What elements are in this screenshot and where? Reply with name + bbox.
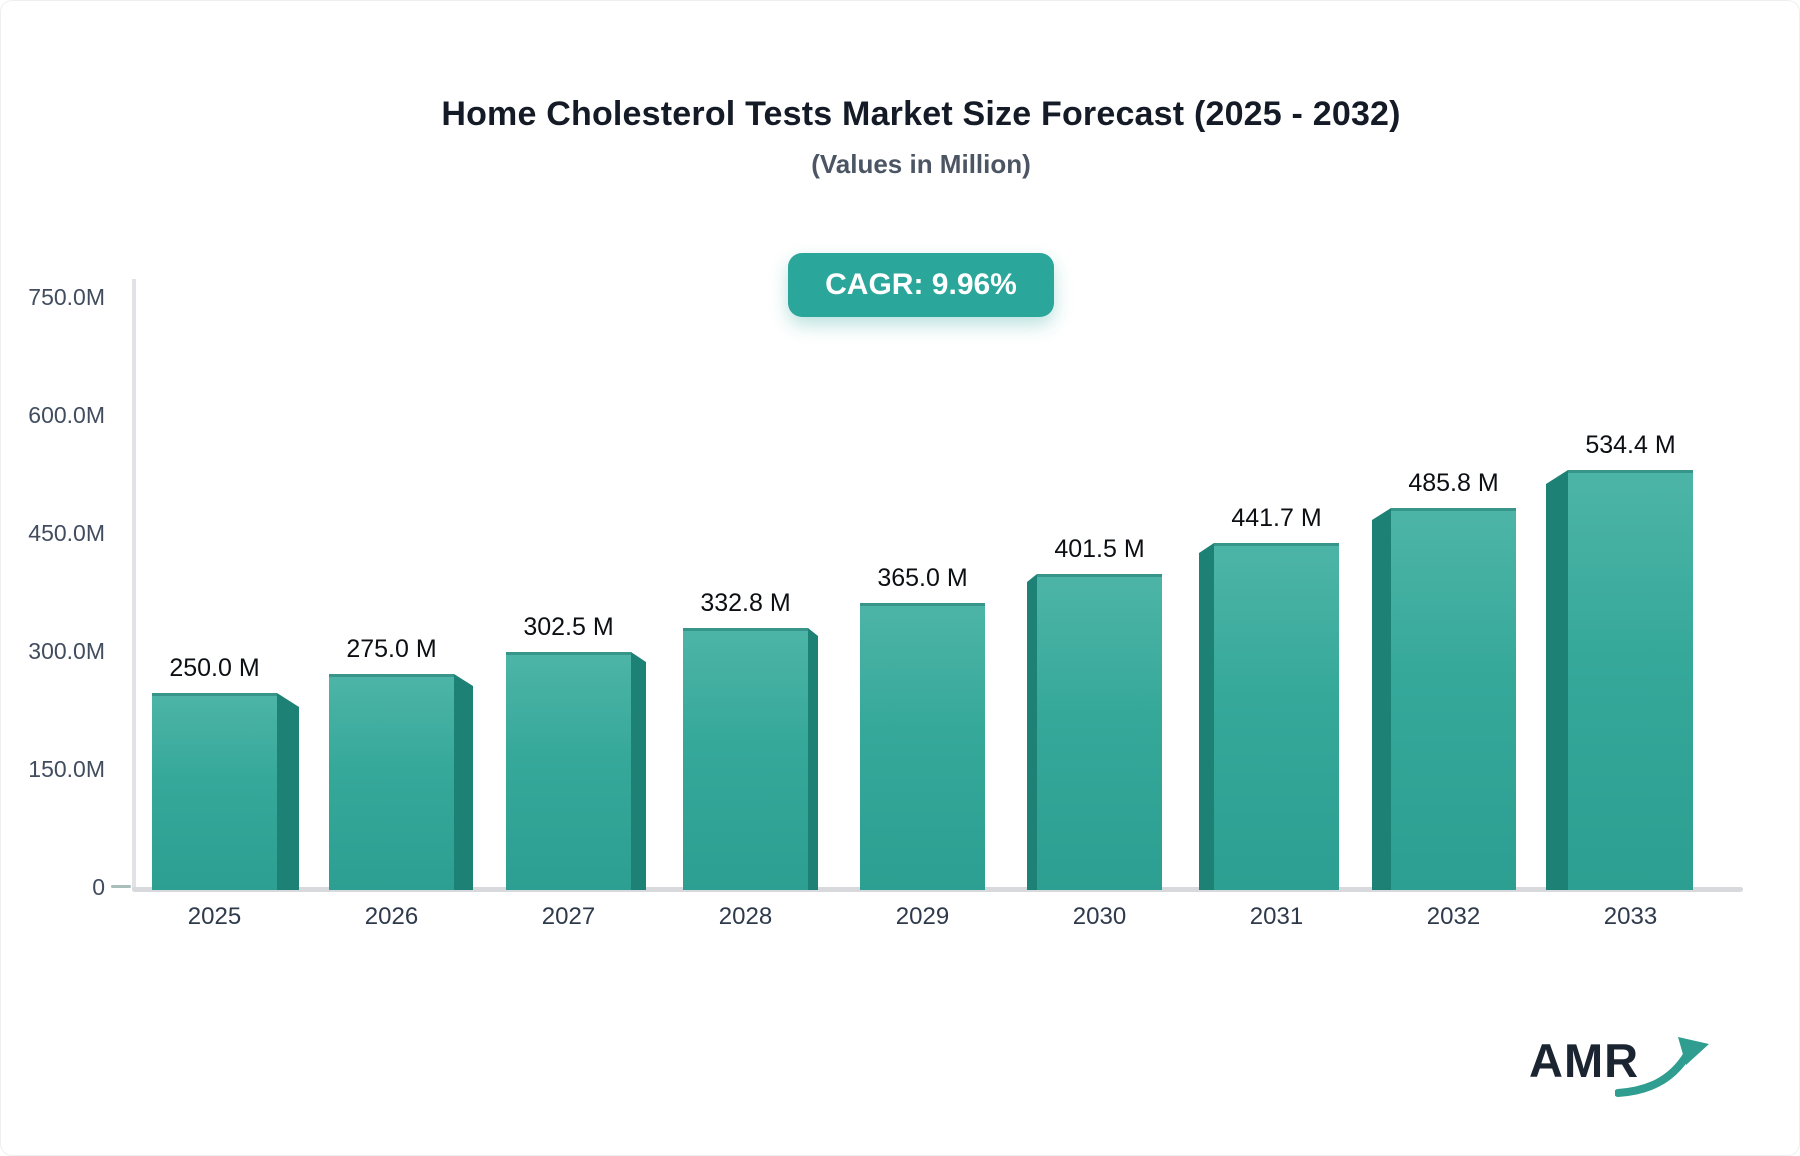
bar-value-label-2026: 275.0 M xyxy=(346,635,437,663)
bar-2025[interactable] xyxy=(152,693,277,890)
cagr-badge-row: CAGR: 9.96% xyxy=(41,253,1799,317)
bar-top-edge xyxy=(329,674,454,677)
y-axis-tick-750.0M: 750.0M xyxy=(28,284,105,310)
bar-side-2028 xyxy=(808,628,818,890)
bar-value-label-2028: 332.8 M xyxy=(700,589,791,617)
bar-top-edge xyxy=(152,693,277,696)
bar-side-2027 xyxy=(631,652,646,890)
bar-top-edge xyxy=(1568,470,1693,473)
amr-logo: AMR xyxy=(1529,1031,1709,1101)
bar-value-label-2031: 441.7 M xyxy=(1231,504,1322,532)
bar-side-2026 xyxy=(454,674,473,890)
bar-2027[interactable] xyxy=(506,652,631,890)
bar-top-edge xyxy=(506,652,631,655)
bar-2030[interactable] xyxy=(1037,574,1162,890)
y-axis-tick-600.0M: 600.0M xyxy=(28,402,105,428)
bar-value-label-2032: 485.8 M xyxy=(1408,469,1499,497)
y-axis-tick-0: 0 xyxy=(92,874,105,900)
bar-top-edge xyxy=(683,628,808,631)
bar-2029[interactable] xyxy=(860,603,985,890)
bar-side-2025 xyxy=(277,693,299,890)
bar-2028[interactable] xyxy=(683,628,808,890)
chart-subtitle: (Values in Million) xyxy=(811,149,1031,179)
bar-2032[interactable] xyxy=(1391,508,1516,890)
x-axis-label-2025: 2025 xyxy=(187,903,242,930)
y-axis-tick-450.0M: 450.0M xyxy=(28,520,105,546)
bar-value-label-2030: 401.5 M xyxy=(1054,535,1145,563)
y-axis-line xyxy=(132,279,136,890)
bar-top-edge xyxy=(1391,508,1516,511)
bar-value-label-2025: 250.0 M xyxy=(169,654,260,682)
bar-side-2033 xyxy=(1546,470,1568,890)
chart-title: Home Cholesterol Tests Market Size Forec… xyxy=(441,95,1401,133)
growth-arrow-icon xyxy=(1615,1037,1709,1097)
amr-logo-text: AMR xyxy=(1529,1034,1640,1087)
bar-side-2030 xyxy=(1027,574,1037,890)
bar-side-2032 xyxy=(1372,508,1391,890)
cagr-badge: CAGR: 9.96% xyxy=(788,253,1054,317)
y-axis-tick-300.0M: 300.0M xyxy=(28,638,105,664)
zero-tick-mark xyxy=(111,885,131,888)
x-axis-label-2032: 2032 xyxy=(1426,903,1481,930)
y-axis-tick-150.0M: 150.0M xyxy=(28,756,105,782)
bar-2026[interactable] xyxy=(329,674,454,890)
bar-value-label-2029: 365.0 M xyxy=(877,564,968,592)
x-axis-label-2029: 2029 xyxy=(895,903,950,930)
x-axis-label-2031: 2031 xyxy=(1249,903,1304,930)
x-axis-label-2026: 2026 xyxy=(364,903,419,930)
bar-top-edge xyxy=(1214,543,1339,546)
bar-value-label-2033: 534.4 M xyxy=(1585,431,1676,459)
bar-top-edge xyxy=(1037,574,1162,577)
bar-side-2031 xyxy=(1199,543,1214,890)
x-axis-label-2027: 2027 xyxy=(541,903,596,930)
x-axis-label-2028: 2028 xyxy=(718,903,773,930)
x-axis-label-2030: 2030 xyxy=(1072,903,1127,930)
bar-2031[interactable] xyxy=(1214,543,1339,890)
bar-value-label-2027: 302.5 M xyxy=(523,613,614,641)
bar-top-edge xyxy=(860,603,985,606)
x-axis-label-2033: 2033 xyxy=(1603,903,1658,930)
bar-2033[interactable] xyxy=(1568,470,1693,890)
